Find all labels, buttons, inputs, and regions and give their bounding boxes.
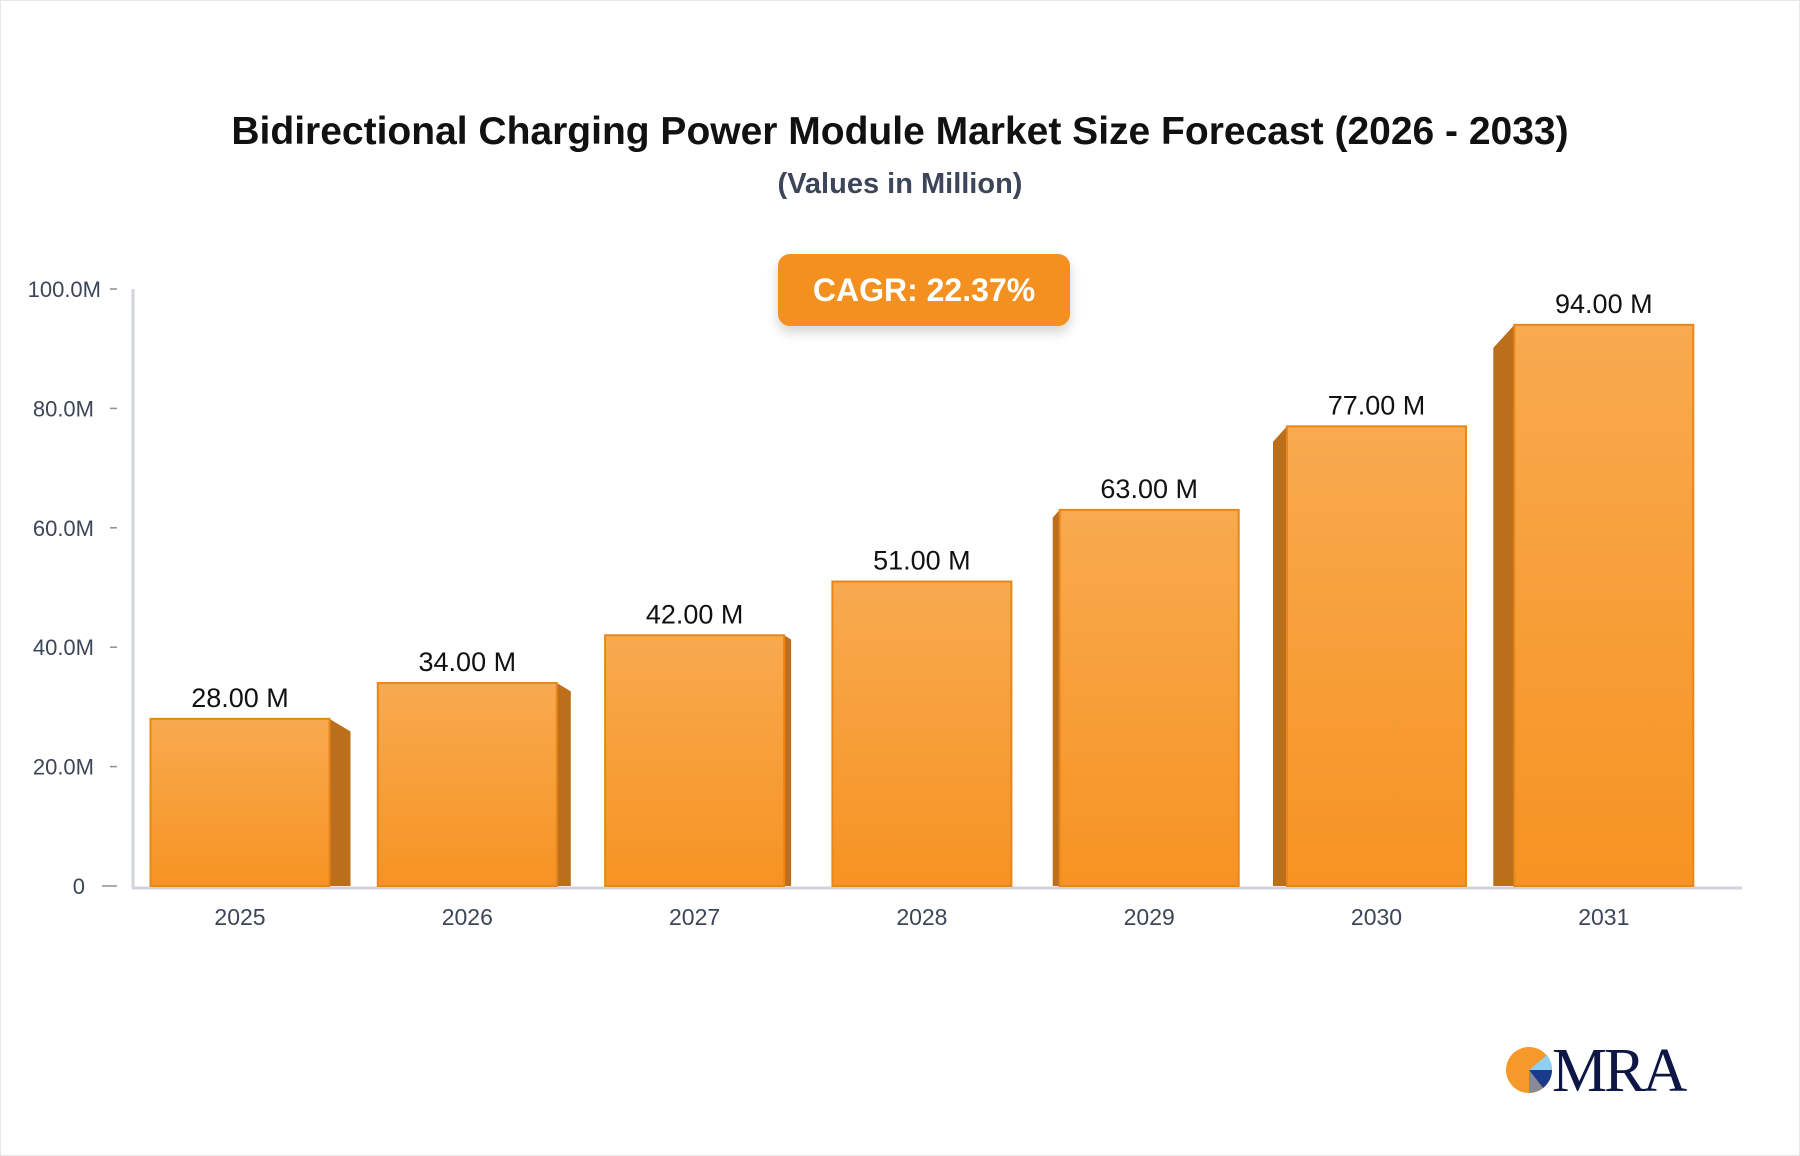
y-tick-label: 100.0M: [28, 277, 101, 302]
x-tick-label: 2025: [214, 904, 265, 930]
bar: [149, 717, 331, 888]
bar: [1058, 508, 1240, 887]
bar: [376, 682, 558, 888]
y-tick-label: 20.0M: [33, 755, 94, 780]
x-tick-label: 2030: [1351, 904, 1402, 930]
bar-side: [1052, 509, 1060, 886]
logo-text: MRA: [1552, 1037, 1687, 1105]
x-tick-label: 2027: [669, 904, 720, 930]
x-tick-label: 2026: [442, 904, 493, 930]
y-tick-label: 60.0M: [33, 516, 94, 541]
x-tick-label: 2028: [896, 904, 947, 930]
data-label: 51.00 M: [873, 546, 971, 576]
chart-title: Bidirectional Charging Power Module Mark…: [231, 110, 1569, 153]
data-label: 34.00 M: [419, 647, 517, 677]
bar: [831, 580, 1013, 888]
chart-subtitle: (Values in Million): [777, 168, 1023, 200]
bar: [604, 634, 786, 888]
pie-logo-icon: [1506, 1047, 1553, 1093]
bar-side: [329, 718, 351, 886]
y-tick-label: 0: [73, 874, 85, 899]
bar-side: [1273, 426, 1287, 886]
cagr-badge: CAGR: 22.37%: [778, 254, 1070, 326]
bar-side: [784, 635, 792, 886]
data-label: 42.00 M: [646, 599, 744, 629]
y-tick-label: 40.0M: [33, 635, 94, 660]
x-tick-label: 2031: [1578, 904, 1629, 930]
bar-side: [1493, 324, 1515, 886]
x-tick-label: 2029: [1124, 904, 1175, 930]
data-label: 77.00 M: [1328, 390, 1426, 420]
bar: [1286, 425, 1467, 887]
bar-side: [556, 683, 571, 886]
data-label: 94.00 M: [1555, 289, 1653, 319]
data-label: 28.00 M: [191, 683, 289, 713]
y-tick-label: 80.0M: [33, 396, 94, 421]
data-label: 63.00 M: [1100, 474, 1198, 504]
bar: [1513, 323, 1695, 887]
mra-logo: MRA: [1505, 1037, 1695, 1105]
